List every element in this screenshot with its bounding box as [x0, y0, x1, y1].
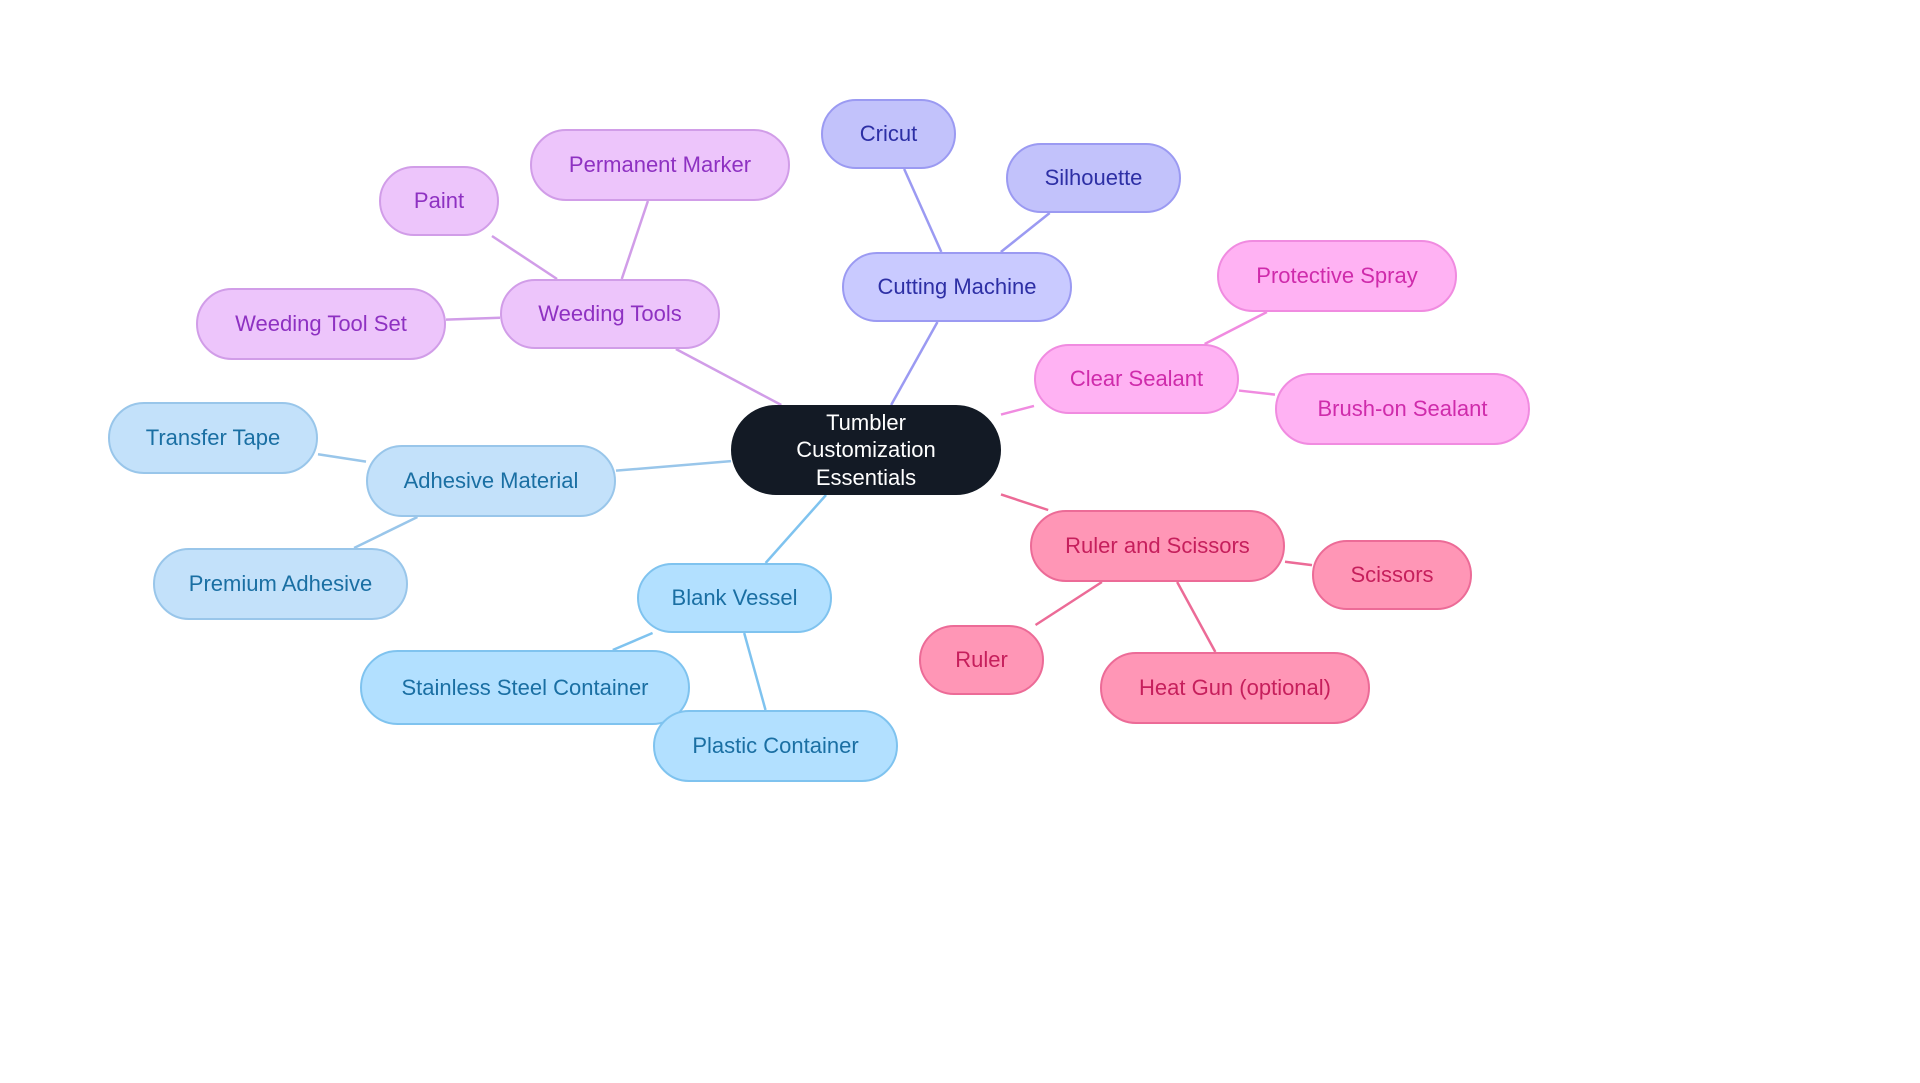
edge	[676, 349, 781, 405]
edge	[1001, 213, 1050, 252]
leaf-cricut[interactable]: Cricut	[821, 99, 956, 169]
leaf-tape[interactable]: Transfer Tape	[108, 402, 318, 474]
edge	[1001, 494, 1048, 510]
edge	[446, 318, 500, 320]
leaf-scissors[interactable]: Scissors	[1312, 540, 1472, 610]
edges-layer	[0, 0, 1920, 1083]
edge	[904, 169, 941, 252]
edge	[1036, 582, 1102, 625]
leaf-heatgun[interactable]: Heat Gun (optional)	[1100, 652, 1370, 724]
leaf-toolset[interactable]: Weeding Tool Set	[196, 288, 446, 360]
edge	[766, 495, 826, 563]
leaf-marker[interactable]: Permanent Marker	[530, 129, 790, 201]
branch-sealant[interactable]: Clear Sealant	[1034, 344, 1239, 414]
edge	[492, 236, 557, 279]
leaf-plastic[interactable]: Plastic Container	[653, 710, 898, 782]
edge	[744, 633, 765, 710]
branch-ruler[interactable]: Ruler and Scissors	[1030, 510, 1285, 582]
edge	[1001, 406, 1034, 415]
leaf-brushon[interactable]: Brush-on Sealant	[1275, 373, 1530, 445]
edge	[622, 201, 648, 279]
leaf-steel[interactable]: Stainless Steel Container	[360, 650, 690, 725]
edge	[613, 633, 653, 650]
edge	[354, 517, 417, 548]
branch-cutting[interactable]: Cutting Machine	[842, 252, 1072, 322]
leaf-spray[interactable]: Protective Spray	[1217, 240, 1457, 312]
mindmap-canvas: Tumbler Customization Essentials Cutting …	[0, 0, 1920, 1083]
leaf-silhouette[interactable]: Silhouette	[1006, 143, 1181, 213]
branch-adhesive[interactable]: Adhesive Material	[366, 445, 616, 517]
leaf-premium[interactable]: Premium Adhesive	[153, 548, 408, 620]
center-node[interactable]: Tumbler Customization Essentials	[731, 405, 1001, 495]
edge	[1177, 582, 1215, 652]
edge	[1239, 391, 1275, 395]
edge	[1285, 562, 1312, 565]
edge	[891, 322, 937, 405]
edge	[1205, 312, 1267, 344]
leaf-ruleronly[interactable]: Ruler	[919, 625, 1044, 695]
leaf-paint[interactable]: Paint	[379, 166, 499, 236]
branch-vessel[interactable]: Blank Vessel	[637, 563, 832, 633]
branch-weeding[interactable]: Weeding Tools	[500, 279, 720, 349]
edge	[318, 454, 366, 461]
edge	[616, 461, 731, 471]
